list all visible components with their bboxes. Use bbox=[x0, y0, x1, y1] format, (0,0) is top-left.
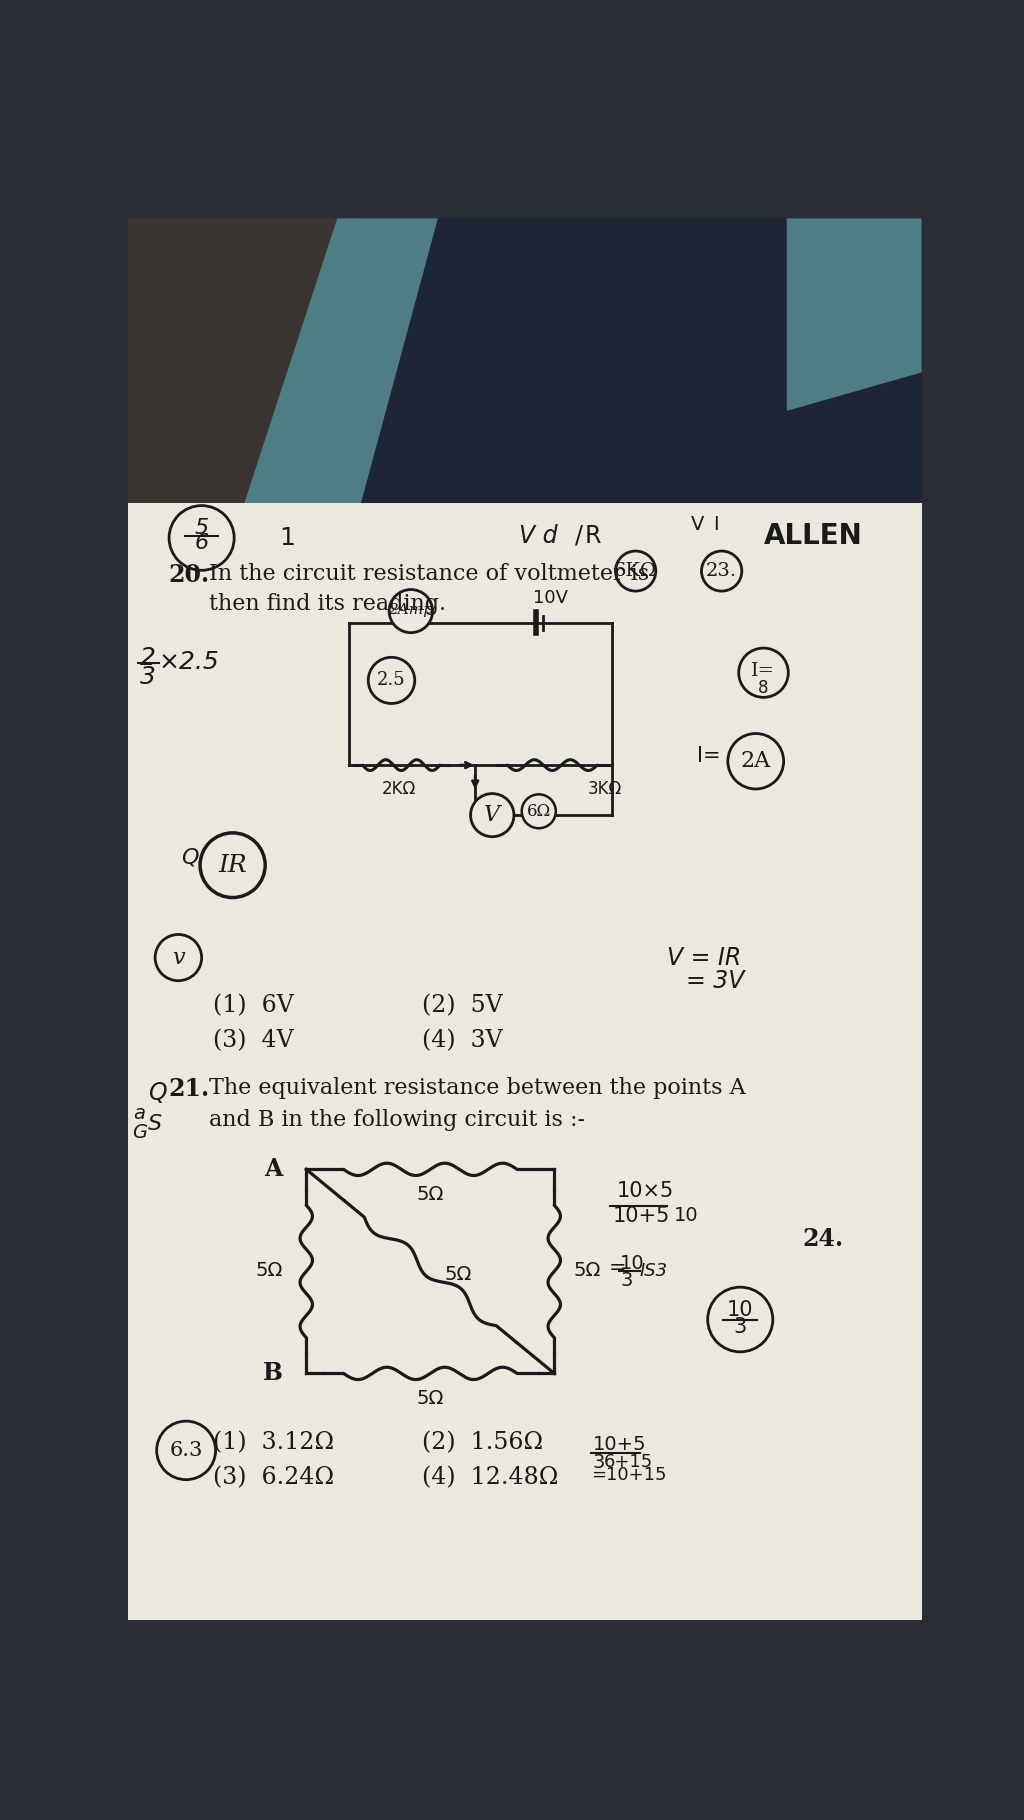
Text: then find its reading.: then find its reading. bbox=[209, 593, 446, 615]
Text: 5Ω: 5Ω bbox=[256, 1261, 283, 1281]
Text: Q: Q bbox=[181, 848, 199, 868]
Text: 20.: 20. bbox=[168, 564, 210, 588]
Text: 3: 3 bbox=[621, 1270, 633, 1290]
Text: I=: I= bbox=[697, 746, 721, 766]
Text: V: V bbox=[691, 515, 705, 535]
Text: I: I bbox=[713, 515, 718, 535]
Text: (3)  4V: (3) 4V bbox=[213, 1030, 294, 1052]
Text: 21.: 21. bbox=[168, 1077, 210, 1101]
Text: and B in the following circuit is :-: and B in the following circuit is :- bbox=[209, 1108, 586, 1132]
Text: S: S bbox=[148, 1114, 162, 1134]
Circle shape bbox=[157, 1421, 216, 1480]
Text: A: A bbox=[264, 1158, 283, 1181]
Text: 10: 10 bbox=[727, 1299, 754, 1320]
Text: 5Ω: 5Ω bbox=[417, 1185, 444, 1203]
Text: 10: 10 bbox=[621, 1254, 645, 1272]
Text: 3: 3 bbox=[733, 1318, 746, 1338]
Text: 6: 6 bbox=[195, 533, 209, 553]
Circle shape bbox=[200, 834, 265, 897]
Text: 10V: 10V bbox=[532, 590, 568, 608]
Text: =10+15: =10+15 bbox=[591, 1465, 667, 1483]
Text: 3KΩ: 3KΩ bbox=[588, 781, 622, 799]
Text: (2)  5V: (2) 5V bbox=[423, 994, 503, 1017]
Bar bbox=[128, 504, 922, 1620]
Polygon shape bbox=[128, 218, 360, 504]
Text: IS3: IS3 bbox=[640, 1261, 668, 1279]
Text: 3: 3 bbox=[593, 1452, 605, 1472]
Text: 5Ω: 5Ω bbox=[417, 1389, 444, 1409]
Text: 5Ω: 5Ω bbox=[573, 1261, 601, 1281]
Text: 10+5: 10+5 bbox=[612, 1207, 670, 1227]
Circle shape bbox=[701, 551, 741, 592]
Circle shape bbox=[169, 506, 234, 570]
Text: B: B bbox=[263, 1361, 283, 1385]
Text: (4)  3V: (4) 3V bbox=[423, 1030, 503, 1052]
Text: 5: 5 bbox=[195, 519, 209, 539]
Text: 2A: 2A bbox=[740, 750, 771, 772]
Text: 8: 8 bbox=[758, 679, 769, 697]
Circle shape bbox=[728, 733, 783, 790]
Text: = 3V: = 3V bbox=[686, 968, 744, 992]
Text: 10×5: 10×5 bbox=[616, 1181, 674, 1201]
Circle shape bbox=[471, 794, 514, 837]
Circle shape bbox=[155, 934, 202, 981]
Text: 10+5: 10+5 bbox=[593, 1434, 646, 1454]
Text: 5Ω: 5Ω bbox=[444, 1265, 472, 1285]
Text: In the circuit resistance of voltmeter is: In the circuit resistance of voltmeter i… bbox=[209, 564, 649, 586]
Polygon shape bbox=[245, 218, 531, 504]
Text: R: R bbox=[585, 524, 601, 548]
Text: 24.: 24. bbox=[802, 1227, 844, 1250]
Text: (1)  6V: (1) 6V bbox=[213, 994, 294, 1017]
Text: 6+15: 6+15 bbox=[604, 1452, 653, 1471]
Text: 2Amp: 2Amp bbox=[388, 602, 433, 617]
Text: (3)  6.24Ω: (3) 6.24Ω bbox=[213, 1465, 335, 1489]
Text: 23.: 23. bbox=[707, 562, 737, 581]
Text: a: a bbox=[133, 1105, 145, 1123]
Text: 3: 3 bbox=[139, 664, 156, 690]
Text: 6KΩ: 6KΩ bbox=[614, 562, 657, 581]
Circle shape bbox=[738, 648, 788, 697]
Text: v: v bbox=[172, 946, 184, 968]
Polygon shape bbox=[360, 218, 922, 504]
Text: 6Ω: 6Ω bbox=[526, 803, 551, 819]
Polygon shape bbox=[128, 504, 922, 515]
Text: V = IR: V = IR bbox=[667, 946, 741, 970]
Polygon shape bbox=[786, 218, 922, 411]
Text: 2KΩ: 2KΩ bbox=[382, 781, 417, 799]
Text: V: V bbox=[484, 804, 501, 826]
Text: The equivalent resistance between the points A: The equivalent resistance between the po… bbox=[209, 1077, 746, 1099]
Text: =: = bbox=[608, 1258, 626, 1278]
Circle shape bbox=[708, 1287, 773, 1352]
Text: 10: 10 bbox=[675, 1207, 699, 1225]
Text: (4)  12.48Ω: (4) 12.48Ω bbox=[423, 1465, 559, 1489]
Circle shape bbox=[521, 794, 556, 828]
Text: ×2.5: ×2.5 bbox=[159, 650, 220, 673]
Circle shape bbox=[389, 590, 432, 633]
Text: /: / bbox=[575, 524, 583, 548]
Text: I=: I= bbox=[752, 662, 775, 681]
Text: IR: IR bbox=[218, 854, 247, 877]
Text: 2.5: 2.5 bbox=[377, 672, 406, 690]
Text: 2: 2 bbox=[139, 646, 156, 670]
Text: (2)  1.56Ω: (2) 1.56Ω bbox=[423, 1431, 544, 1454]
Circle shape bbox=[615, 551, 655, 592]
Text: Q: Q bbox=[148, 1081, 167, 1105]
Text: ALLEN: ALLEN bbox=[764, 522, 862, 550]
Text: (1)  3.12Ω: (1) 3.12Ω bbox=[213, 1431, 335, 1454]
Text: V d: V d bbox=[519, 524, 558, 548]
Text: 1: 1 bbox=[279, 526, 295, 550]
Circle shape bbox=[369, 657, 415, 704]
Text: 6.3: 6.3 bbox=[169, 1441, 203, 1460]
Text: G: G bbox=[132, 1123, 147, 1143]
